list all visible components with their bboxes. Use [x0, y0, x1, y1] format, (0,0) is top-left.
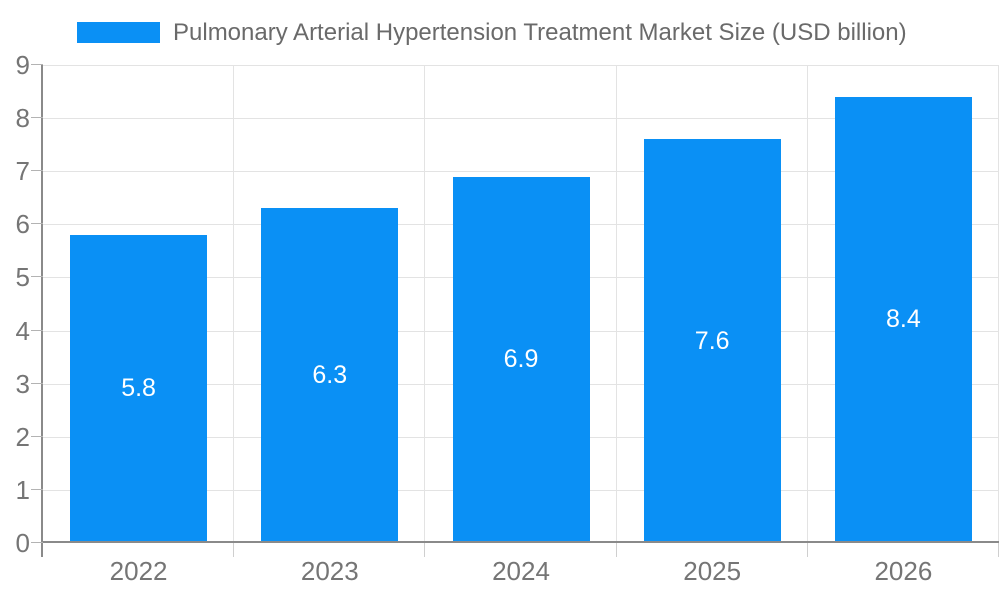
legend-swatch — [77, 22, 160, 43]
x-axis-tick-mark — [998, 543, 999, 557]
gridline-vertical — [616, 65, 617, 543]
x-axis-tick-label: 2026 — [874, 556, 933, 586]
x-axis-tick-label: 2025 — [683, 556, 742, 586]
bar-value-label: 6.3 — [312, 361, 348, 390]
gridline-vertical — [807, 65, 808, 543]
x-axis-tick-mark — [807, 543, 808, 557]
legend-label: Pulmonary Arterial Hypertension Treatmen… — [173, 19, 907, 46]
y-axis-tick-mark — [31, 489, 43, 490]
y-axis-tick-mark — [31, 436, 43, 437]
y-axis-tick-label: 6 — [15, 209, 30, 239]
gridline-vertical — [233, 65, 234, 543]
y-axis-tick-mark — [31, 117, 43, 118]
y-axis-tick-label: 2 — [15, 422, 30, 452]
y-axis-tick-mark — [31, 330, 43, 331]
x-axis-tick-label: 2023 — [300, 556, 359, 586]
x-axis-tick-mark — [233, 543, 234, 557]
y-axis-tick-label: 3 — [15, 369, 30, 399]
bar-2025[interactable]: 7.6 — [643, 139, 781, 543]
y-axis-tick-mark — [31, 276, 43, 277]
y-axis-tick-mark — [31, 170, 43, 171]
x-axis-tick-label: 2022 — [109, 556, 168, 586]
y-axis-tick-label: 1 — [15, 475, 30, 505]
y-axis-tick-label: 7 — [15, 156, 30, 186]
y-axis-line — [41, 65, 43, 557]
x-axis-tick-label: 2024 — [492, 556, 550, 586]
x-axis-tick-mark — [616, 543, 617, 557]
gridline-vertical — [998, 65, 999, 543]
y-axis-tick-mark — [31, 383, 43, 384]
bar-value-label: 8.4 — [886, 305, 921, 334]
y-axis-tick-mark — [31, 223, 43, 224]
y-axis-tick-label: 9 — [15, 50, 30, 80]
y-axis-tick-mark — [31, 542, 43, 543]
bar-2023[interactable]: 6.3 — [261, 208, 399, 543]
plot-area: 5.8 6.3 6.9 7.6 8.4 — [43, 65, 999, 543]
gridline-horizontal — [43, 65, 999, 66]
gridline-vertical — [424, 65, 425, 543]
x-axis-line — [43, 541, 999, 543]
bar-2022[interactable]: 5.8 — [70, 234, 208, 543]
gridline-horizontal — [43, 171, 999, 173]
bar-value-label: 7.6 — [694, 326, 730, 355]
y-axis-tick-mark — [31, 64, 43, 65]
y-axis-tick-label: 5 — [15, 262, 30, 292]
y-axis-tick-label: 4 — [15, 316, 30, 346]
y-axis-tick-label: 8 — [15, 103, 30, 133]
x-axis-tick-mark — [424, 543, 425, 557]
y-axis-tick-label: 0 — [15, 528, 30, 558]
bar-2026[interactable]: 8.4 — [834, 96, 972, 543]
legend-item[interactable]: Pulmonary Arterial Hypertension Treatmen… — [77, 19, 907, 46]
bar-value-label: 6.9 — [503, 345, 539, 374]
bar-value-label: 5.8 — [121, 374, 156, 403]
gridline-horizontal — [43, 118, 999, 120]
bar-2024[interactable]: 6.9 — [452, 176, 590, 543]
